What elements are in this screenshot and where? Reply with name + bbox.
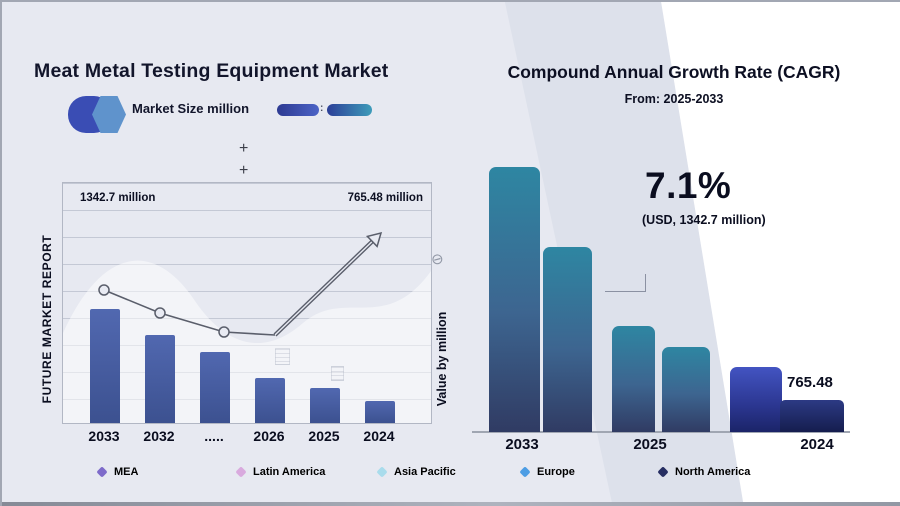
ratio-pill-left [277,104,319,116]
page-title: Meat Metal Testing Equipment Market [34,60,389,82]
x-axis-label: 2026 [253,428,285,444]
legend-item: Europe [519,466,575,478]
bar-data-label: 765.48 [787,374,833,391]
document-watermark-icon [331,366,344,381]
cagr-value: 7.1% [645,165,732,206]
cagr-bar [730,367,782,432]
x-axis-line [472,431,850,433]
x-axis-labels: 2033 2032..... 2026 2025 2024 [62,428,432,450]
x-axis-label: 2033 [88,428,120,444]
x-axis-label: 2024 [363,428,395,444]
cagr-title: Compound Annual Growth Rate (CAGR) [507,62,841,82]
market-size-bar [365,401,395,423]
legend-marker-icon [235,466,247,478]
x-axis-label: ..... [204,428,224,444]
ratio-pill-right [327,104,372,116]
clipboard-watermark-icon [275,348,290,365]
end-value-annotation: 765.48 million [347,192,423,204]
legend-label: North America [675,466,751,478]
x-axis-label: 2025 [308,428,340,444]
ratio-colon: : [320,103,324,114]
bottom-border-strip [2,502,900,506]
legend-marker-icon [519,466,531,478]
plus-icon: + [239,140,249,157]
x-axis-label: 2032 [143,428,175,444]
legend-item: MEA [96,466,139,478]
legend-label: Asia Pacific [394,466,456,478]
market-size-bar [200,352,230,423]
market-size-bar [310,388,340,423]
legend-marker-icon [96,466,108,478]
brand-logo-icon [68,96,126,133]
cagr-note: (USD, 1342.7 million) [642,213,766,227]
legend-marker-icon [657,466,669,478]
legend-label: MEA [114,466,139,478]
market-size-bar [255,378,285,423]
cagr-bar [780,400,844,432]
plus-icon: + [239,162,249,179]
market-size-bar [145,335,175,423]
legend-label: Europe [537,466,575,478]
cagr-bar [662,347,710,432]
cagr-bar [489,167,540,432]
x-axis-label: 2024 [800,436,834,453]
x-axis-label: 2033 [505,436,539,453]
legend-label: Latin America [253,466,326,478]
x-axis-label: 2025 [633,436,667,453]
cagr-bar [543,247,592,432]
market-size-label: Market Size million [132,101,250,116]
legend-item: Asia Pacific [376,466,456,478]
legend-item: North America [657,466,751,478]
start-value-annotation: 1342.7 million [80,192,156,204]
step-bracket-decoration [605,274,646,292]
legend-item: Latin America [235,466,326,478]
legend-marker-icon [376,466,388,478]
cagr-period: From: 2025-2033 [624,92,724,106]
cagr-bar [612,326,655,432]
